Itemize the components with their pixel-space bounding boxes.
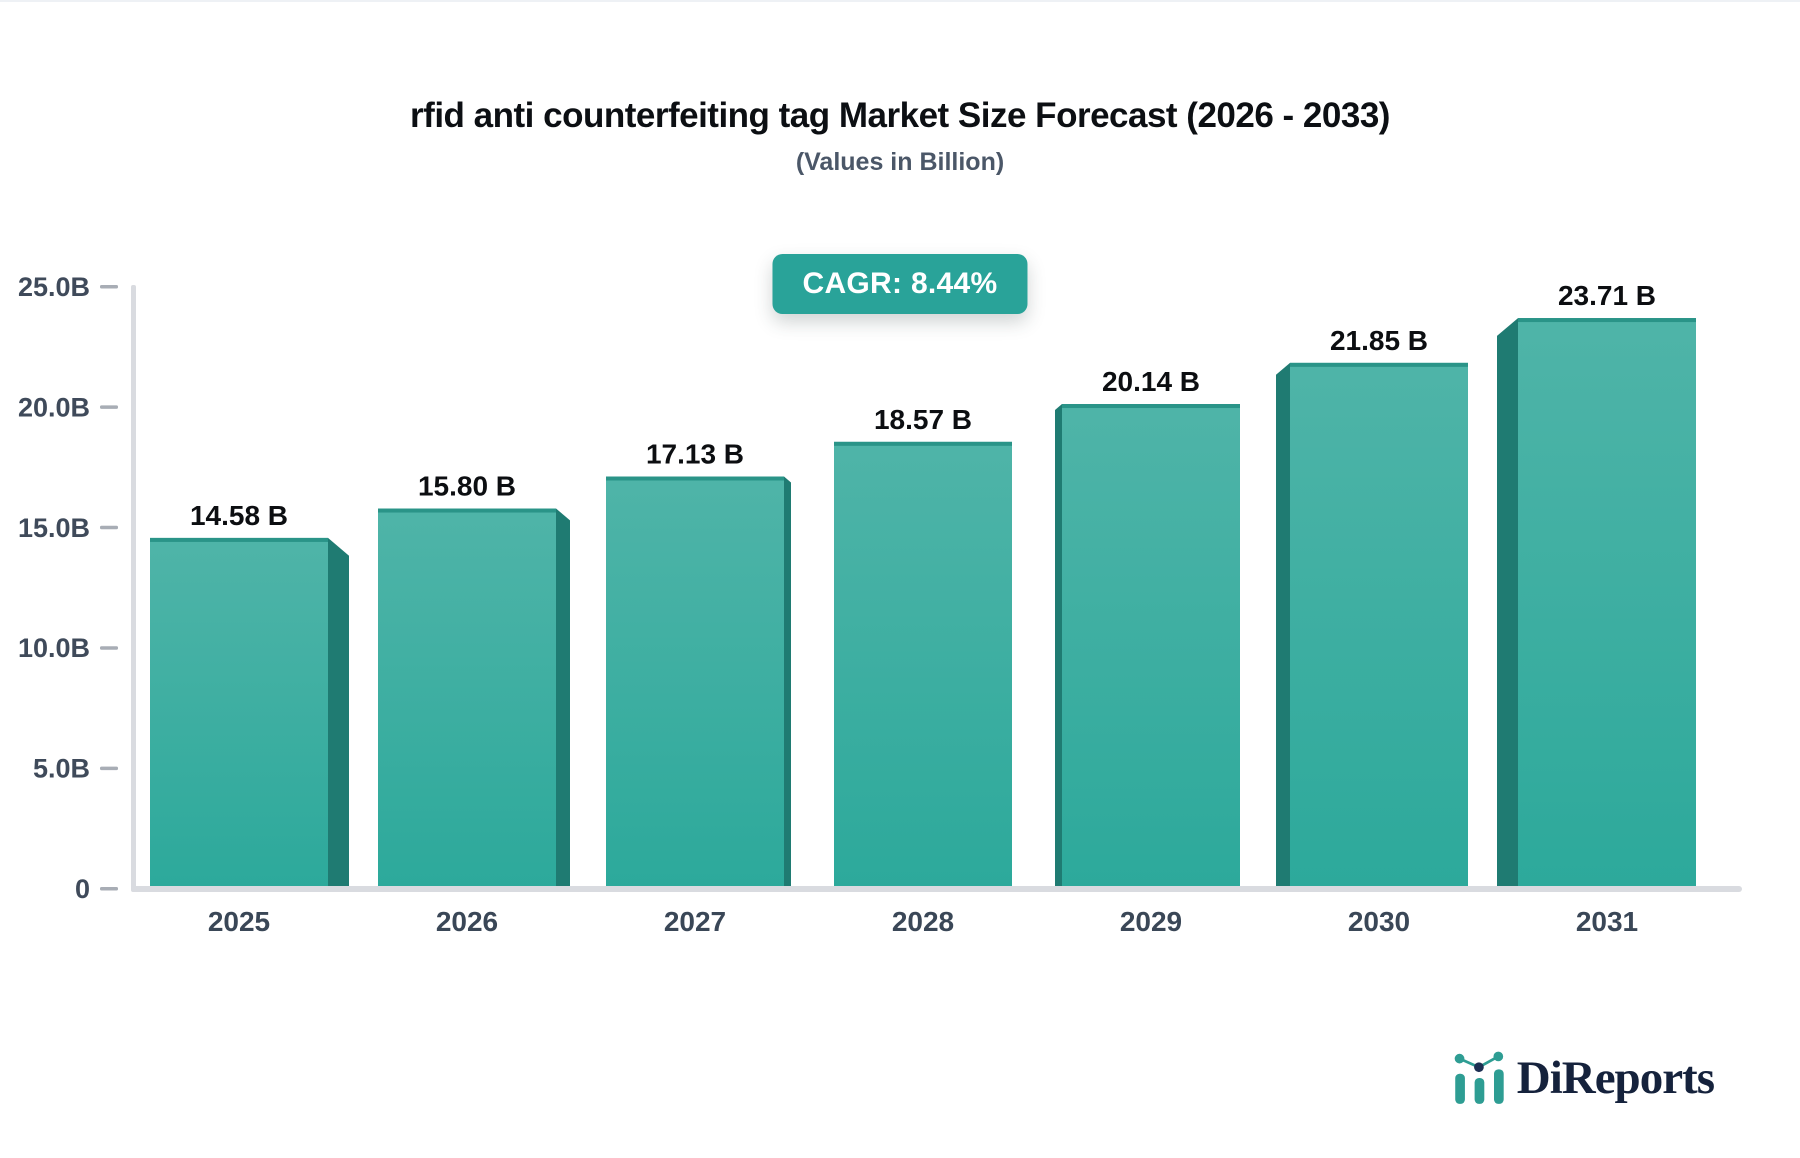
x-axis-label: 2031 [1576,906,1638,937]
bar-side-face [1276,362,1290,891]
bar-value-label: 23.71 B [1558,280,1656,311]
x-axis-label: 2028 [892,906,954,937]
chart-title: rfid anti counterfeiting tag Market Size… [410,96,1390,135]
y-tick-mark [100,525,118,530]
logo-text: DiReports [1516,1052,1715,1104]
bar-2028 [834,441,1012,891]
direports-logo: DiReports [1453,1050,1715,1106]
bar-top-edge [606,476,784,481]
y-tick-mark [100,887,118,891]
bar-value-label: 17.13 B [646,439,744,470]
cagr-badge: CAGR: 8.44% [772,254,1028,314]
bar-2030 [1290,362,1468,891]
bar-side-face [556,508,570,891]
y-axis-line [131,285,136,892]
bar-side-face [328,537,349,891]
y-axis-label: 15.0B [18,513,90,543]
logo-chart-icon [1454,1051,1504,1104]
x-axis-label: 2030 [1348,906,1410,937]
bar-top-edge [150,537,328,542]
bar-2025 [150,537,328,891]
bar-top-edge [1062,404,1240,409]
bar-top-edge [1290,362,1468,367]
bar-side-face [1497,318,1518,891]
y-axis-label: 10.0B [18,633,90,663]
bar-2031 [1518,318,1696,891]
x-axis-label: 2026 [436,906,498,937]
chart-subtitle: (Values in Billion) [795,148,1005,176]
bar-side-face [1055,404,1062,891]
y-axis-label: 25.0B [18,272,90,302]
x-axis-label: 2029 [1120,906,1182,937]
y-axis-label: 20.0B [18,392,90,422]
bar-value-label: 18.57 B [874,404,972,435]
bar-top-edge [378,508,556,513]
y-tick-mark [100,285,118,289]
y-tick-mark [100,646,118,650]
y-tick-mark [100,766,118,771]
y-axis-label: 5.0B [33,754,90,784]
bar-2026 [378,508,556,891]
y-tick-mark [100,405,118,409]
x-axis-baseline [131,886,1742,892]
bar-value-label: 20.14 B [1102,366,1200,397]
x-axis-label: 2025 [208,906,270,937]
bar-2029 [1062,404,1240,891]
bar-top-edge [834,441,1012,446]
bar-top-edge [1518,318,1696,323]
bar-side-face [784,476,791,891]
bar-2027 [606,476,784,891]
bar-value-label: 21.85 B [1330,325,1428,356]
y-axis-label: 0 [75,874,90,904]
bar-value-label: 15.80 B [418,471,516,502]
bar-value-label: 14.58 B [190,500,288,531]
x-axis-label: 2027 [664,906,726,937]
